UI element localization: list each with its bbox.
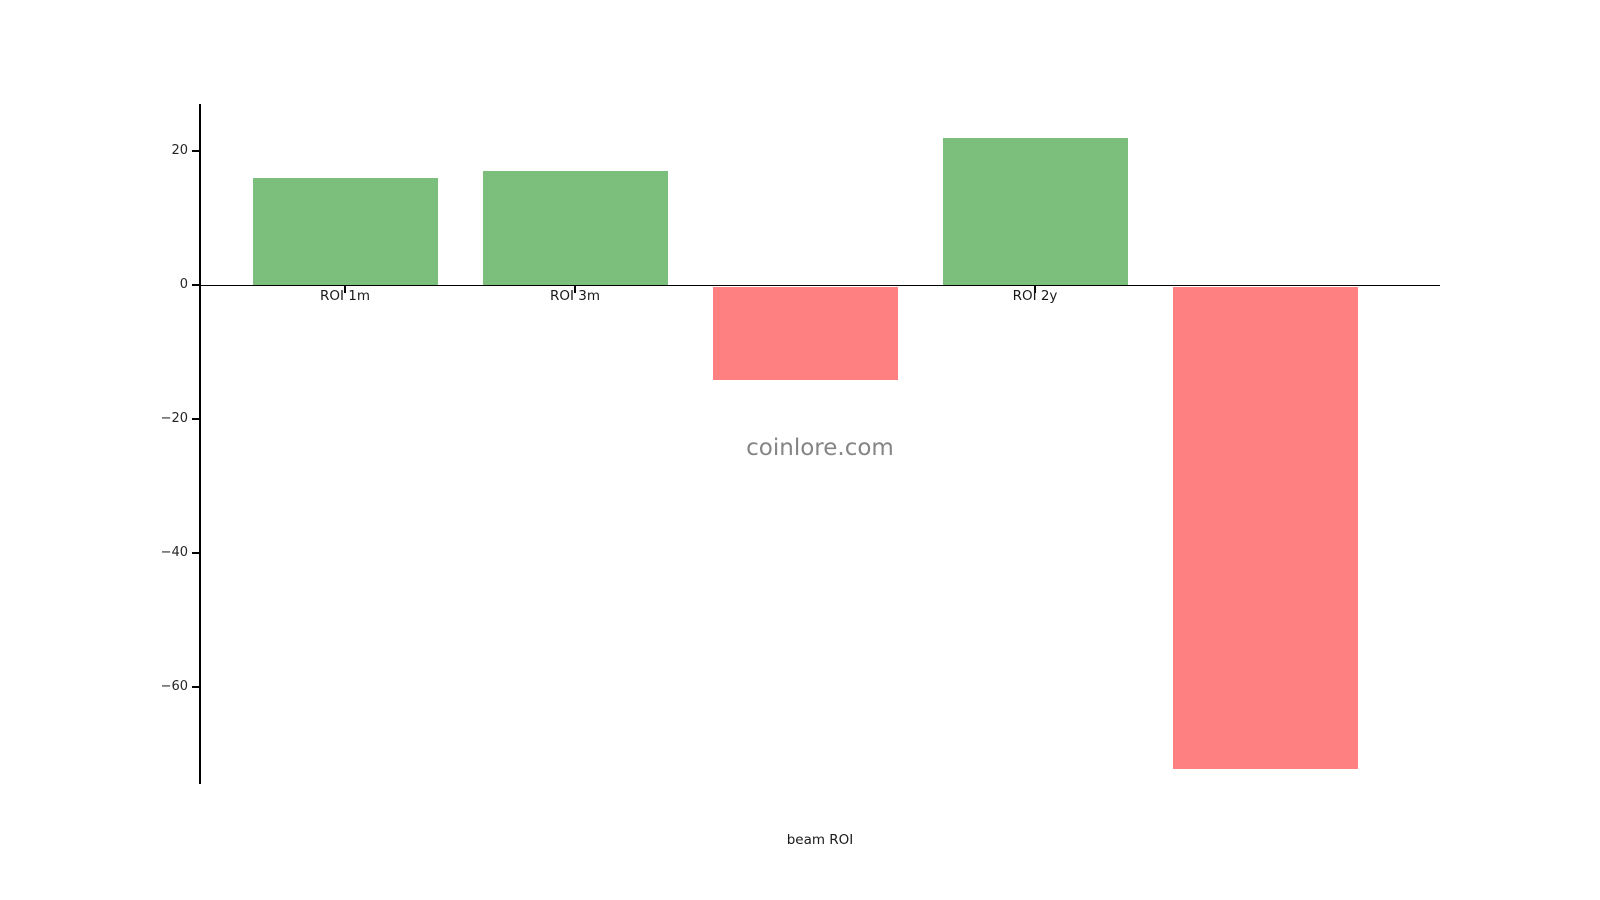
y-axis-spine	[199, 104, 201, 784]
y-tick-mark	[192, 686, 200, 688]
x-axis-zero-line	[199, 284, 1440, 287]
watermark: coinlore.com	[746, 435, 894, 461]
y-tick-mark	[192, 418, 200, 420]
y-tick-label: −40	[160, 545, 188, 560]
x-tick-label-roi-2y: ROI 2y	[1012, 288, 1058, 304]
bar-roi-2y	[942, 137, 1128, 285]
x-tick-label-roi-3m: ROI 3m	[549, 288, 601, 304]
x-axis-title: beam ROI	[786, 832, 854, 848]
y-tick-label: 0	[179, 277, 188, 292]
y-tick-mark	[192, 552, 200, 554]
y-tick-mark	[192, 284, 200, 286]
x-tick-mark	[344, 285, 346, 293]
x-tick-mark	[1034, 285, 1036, 293]
x-tick-label-roi-1m: ROI 1m	[319, 288, 371, 304]
bar-category-3	[712, 286, 898, 381]
bar-roi-1m	[252, 177, 438, 285]
y-tick-label: 20	[171, 143, 188, 158]
bar-category-5	[1172, 286, 1358, 769]
y-tick-label: −60	[160, 679, 188, 694]
y-tick-mark	[192, 150, 200, 152]
y-tick-label: −20	[160, 411, 188, 426]
x-tick-mark	[574, 285, 576, 293]
bar-roi-3m	[482, 171, 668, 285]
